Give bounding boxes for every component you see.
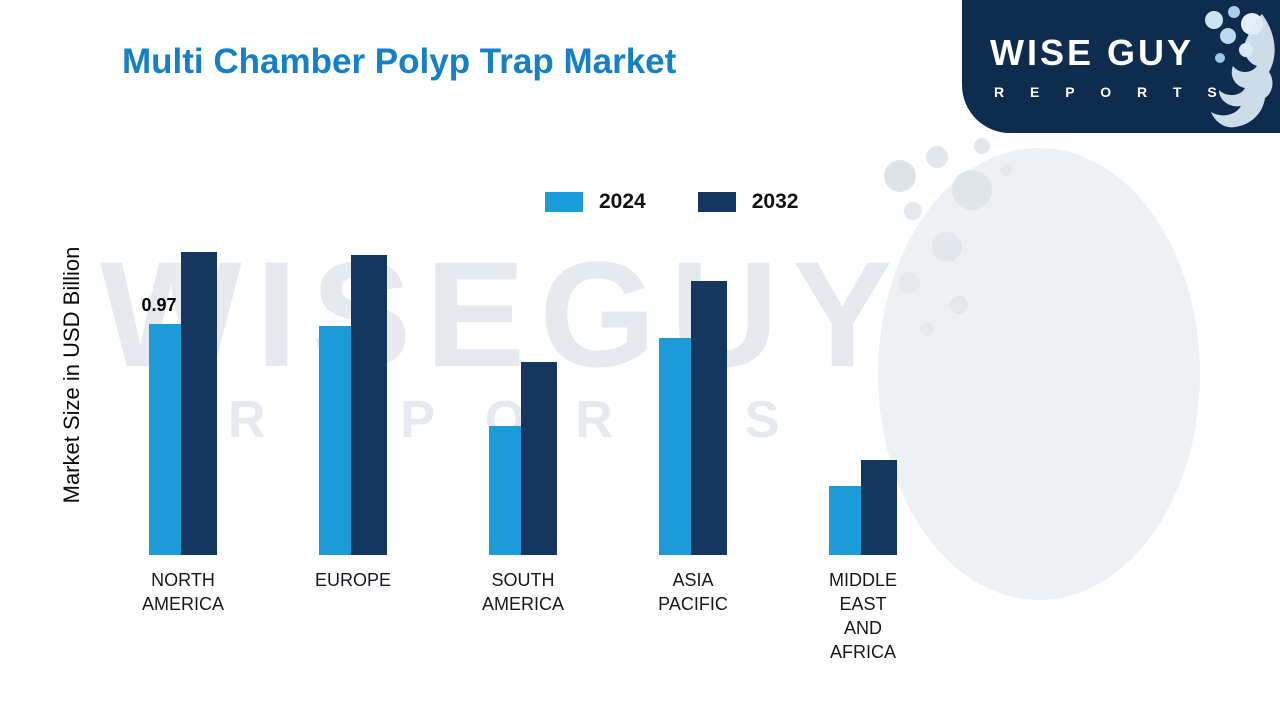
legend-item-2032: 2032: [697, 190, 799, 214]
bar-2024-south-america: [489, 426, 521, 555]
legend-label-2032: 2032: [751, 190, 799, 213]
bar-2032-middle-east-and-africa: [861, 460, 897, 555]
category-label-asia-pacific: ASIA PACIFIC: [658, 570, 728, 614]
legend-swatch-2024: [545, 192, 583, 212]
legend: 2024 2032: [545, 190, 798, 214]
bar-2024-europe: [319, 326, 351, 555]
logo-face-icon: [1205, 6, 1275, 128]
bar-2032-asia-pacific: [691, 281, 727, 555]
category-label-north-america: NORTH AMERICA: [141, 570, 224, 614]
category-label-europe: EUROPE: [314, 570, 392, 590]
bar-2024-asia-pacific: [659, 338, 691, 555]
watermark-head-silhouette: [878, 148, 1200, 600]
category-label-south-america: SOUTH AMERICA: [481, 570, 564, 614]
bar-2032-south-america: [521, 362, 557, 555]
bar-2032-europe: [351, 255, 387, 555]
legend-label-2024: 2024: [599, 190, 646, 213]
wiseguy-reports-logo: WISE GUY R E P O R T S: [962, 0, 1280, 133]
bar-2032-north-america: [181, 252, 217, 555]
page-title: Multi Chamber Polyp Trap Market: [122, 42, 677, 81]
plot-area: 0.97: [0, 245, 1280, 555]
category-label-middle-east-and-africa: MIDDLE EAST AND AFRICA: [828, 570, 897, 662]
logo-subtitle: R E P O R T S: [994, 84, 1228, 100]
logo-wordmark: WISE GUY: [990, 32, 1195, 73]
legend-swatch-2032: [697, 192, 736, 212]
watermark-wiseguy-text: WISEGUY: [100, 230, 907, 398]
bar-2024-north-america: [149, 324, 181, 555]
bar-value-annotation: 0.97: [141, 295, 177, 315]
bar-2024-middle-east-and-africa: [829, 486, 861, 555]
legend-item-2024: 2024: [545, 190, 646, 214]
